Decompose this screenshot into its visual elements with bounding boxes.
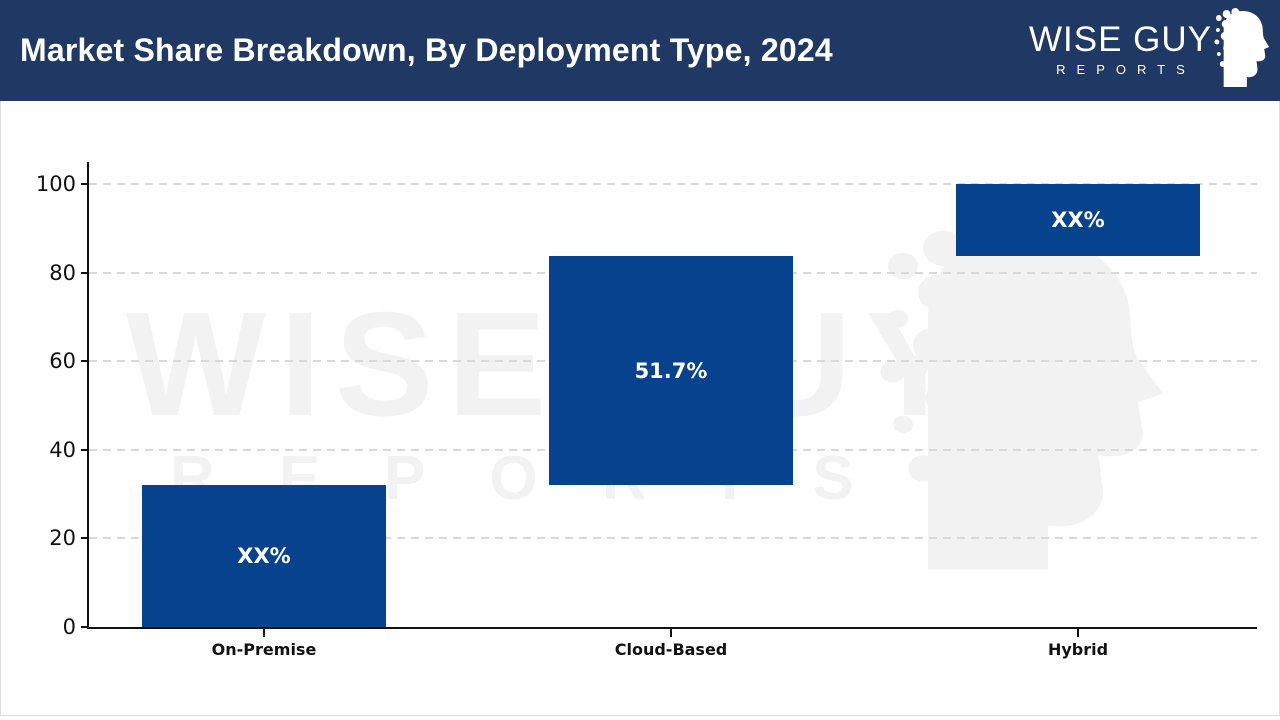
gridline [89,537,1257,540]
x-tick-mark [1077,629,1079,637]
gridline [89,183,1257,186]
y-tick-mark [81,360,89,363]
x-axis-line [87,627,1257,629]
y-tick-label: 80 [49,260,76,285]
x-tick-mark [263,629,265,637]
logo-text: WISE GUY REPORTS [1029,20,1212,77]
y-tick-mark [81,537,89,540]
logo-wordmark: WISE GUY [1028,19,1212,59]
page-title: Market Share Breakdown, By Deployment Ty… [20,32,833,68]
y-tick-mark [81,183,89,186]
y-tick-label: 60 [49,349,76,374]
y-tick-label: 40 [49,437,76,462]
x-tick-label-3: Hybrid [1047,640,1109,659]
y-tick-label: 20 [49,526,76,551]
y-axis-line [87,162,89,629]
y-tick-mark [81,626,89,628]
x-tick-label-2: Cloud-Based [614,640,728,659]
bar-hybrid: XX% [956,184,1200,257]
y-tick-mark [81,448,89,451]
header: Market Share Breakdown, By Deployment Ty… [0,0,1280,101]
y-tick-label: 100 [35,172,76,197]
x-tick-mark [670,629,672,637]
bar-value-label: 51.7% [634,358,708,383]
watermark-face-icon [880,222,1163,570]
watermark-text-1: WISE GUY [126,282,979,447]
x-tick-label-1: On-Premise [211,640,317,659]
bar-value-label: XX% [1051,208,1105,233]
wise-guy-logo: WISE GUY REPORTS [1029,8,1272,88]
bar-on-premise: XX% [142,485,386,627]
y-tick-label: 0 [62,615,76,639]
logo-subtitle: REPORTS [1056,61,1196,77]
logo-face-icon [1214,8,1270,87]
bar-value-label: XX% [237,544,291,569]
bar-cloud-based: 51.7% [549,256,793,486]
y-tick-mark [81,271,89,274]
